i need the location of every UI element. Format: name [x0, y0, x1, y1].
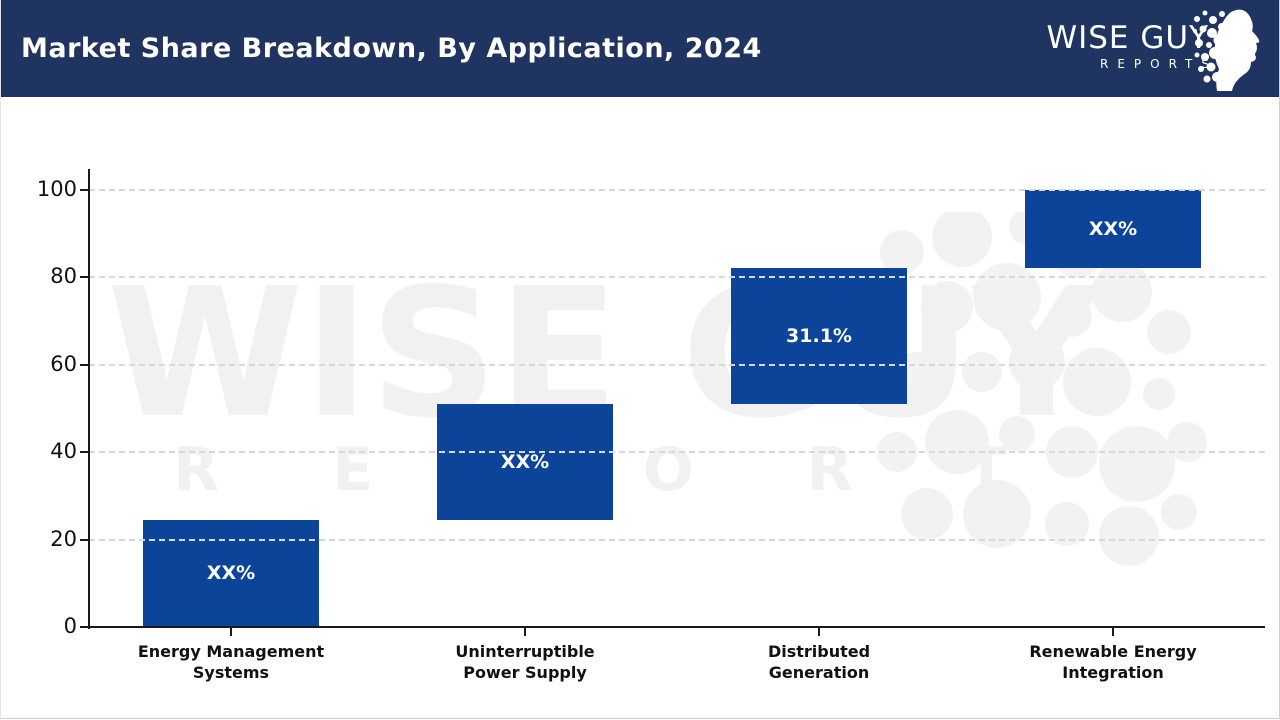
y-tick-label: 40	[50, 439, 77, 463]
y-tick-label: 0	[63, 614, 77, 638]
watermark-subtitle: R E P O R T S	[173, 435, 1209, 505]
x-axis-line	[87, 626, 1265, 628]
x-category-label: Uninterruptible Power Supply	[455, 642, 595, 682]
y-gridline	[89, 451, 1265, 453]
x-tick-mark	[230, 628, 232, 636]
chart-area: WISE GUY R E P O R T S 0 20 40 60 80 100 XX% En…	[1, 97, 1279, 718]
y-tick-label: 80	[50, 264, 77, 288]
y-tick-label: 100	[36, 176, 77, 201]
logo-subtitle: REPORTS	[1099, 57, 1218, 71]
y-tick-mark	[80, 188, 89, 191]
y-tick-mark	[80, 538, 89, 541]
y-axis-line	[88, 168, 90, 629]
x-category-label: Distributed Generation	[767, 642, 871, 682]
bar-value-label: XX%	[1088, 217, 1138, 240]
wise-guy-logo: WISE GUY REPORTS	[1021, 0, 1271, 97]
y-gridline	[89, 538, 1265, 541]
y-tick-label: 60	[50, 351, 77, 376]
y-gridline	[89, 276, 1265, 278]
waterfall-bar: 31.1%	[731, 267, 907, 404]
bar-value-label: 31.1%	[786, 324, 852, 347]
bar-value-label: XX%	[206, 562, 256, 585]
y-tick-mark	[80, 451, 89, 453]
waterfall-bar: XX%	[437, 403, 613, 520]
y-gridline	[89, 363, 1265, 366]
logo-wordmark: WISE GUY	[1046, 20, 1209, 56]
header-bar: Market Share Breakdown, By Application, …	[1, 0, 1279, 97]
x-category-label: Renewable Energy Integration	[1029, 642, 1197, 682]
logo-text: WISE GUY REPORTS	[1046, 22, 1209, 71]
waterfall-bar: XX%	[143, 519, 319, 627]
y-gridline	[89, 188, 1265, 191]
y-tick-mark	[80, 363, 89, 366]
bar-value-label: XX%	[500, 450, 550, 473]
y-tick-mark	[80, 276, 89, 278]
head-profile-icon	[1193, 9, 1260, 91]
y-tick-mark	[80, 626, 89, 628]
waterfall-bar: XX%	[1025, 189, 1201, 268]
page-title: Market Share Breakdown, By Application, …	[21, 33, 762, 64]
x-tick-mark	[818, 628, 820, 636]
x-tick-mark	[524, 628, 526, 636]
x-category-label: Energy Management Systems	[137, 642, 325, 682]
x-tick-mark	[1112, 628, 1114, 636]
y-tick-label: 20	[50, 526, 77, 551]
